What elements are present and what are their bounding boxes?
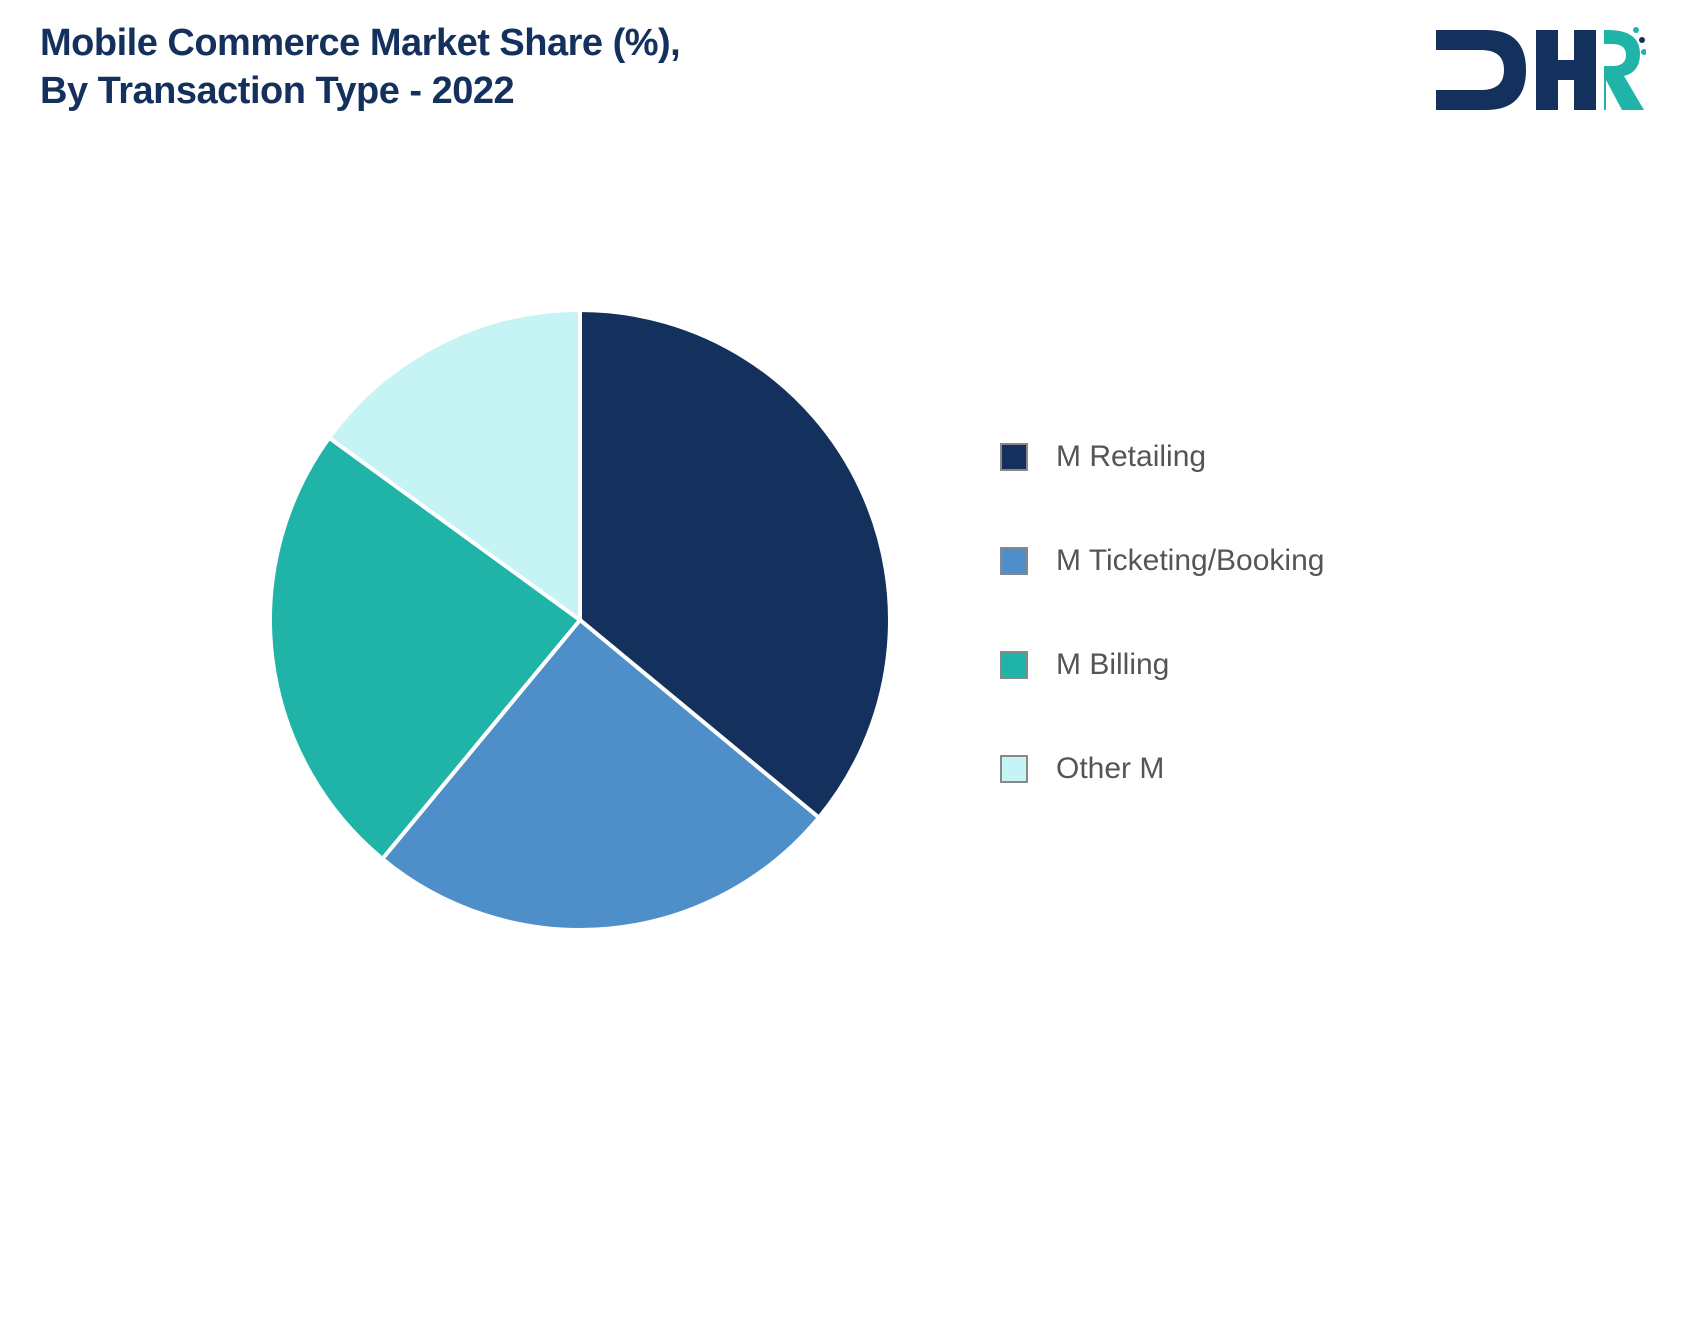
legend-item: Other M bbox=[1000, 752, 1324, 786]
pie-chart bbox=[260, 300, 900, 940]
legend-label: M Billing bbox=[1056, 648, 1169, 682]
legend-label: M Ticketing/Booking bbox=[1056, 544, 1324, 578]
legend-swatch bbox=[1000, 651, 1028, 679]
legend-item: M Billing bbox=[1000, 648, 1324, 682]
legend-swatch bbox=[1000, 755, 1028, 783]
legend: M Retailing M Ticketing/Booking M Billing O… bbox=[1000, 440, 1324, 856]
chart-title-line1: Mobile Commerce Market Share (%), bbox=[40, 20, 680, 68]
legend-swatch bbox=[1000, 547, 1028, 575]
brand-logo bbox=[1426, 10, 1646, 135]
legend-label: M Retailing bbox=[1056, 440, 1206, 474]
chart-title-line2: By Transaction Type - 2022 bbox=[40, 68, 680, 116]
chart-title: Mobile Commerce Market Share (%), By Tra… bbox=[40, 20, 680, 115]
legend-swatch bbox=[1000, 443, 1028, 471]
legend-item: M Retailing bbox=[1000, 440, 1324, 474]
chart-canvas: Mobile Commerce Market Share (%), By Tra… bbox=[0, 0, 1686, 1331]
legend-label: Other M bbox=[1056, 752, 1164, 786]
legend-item: M Ticketing/Booking bbox=[1000, 544, 1324, 578]
